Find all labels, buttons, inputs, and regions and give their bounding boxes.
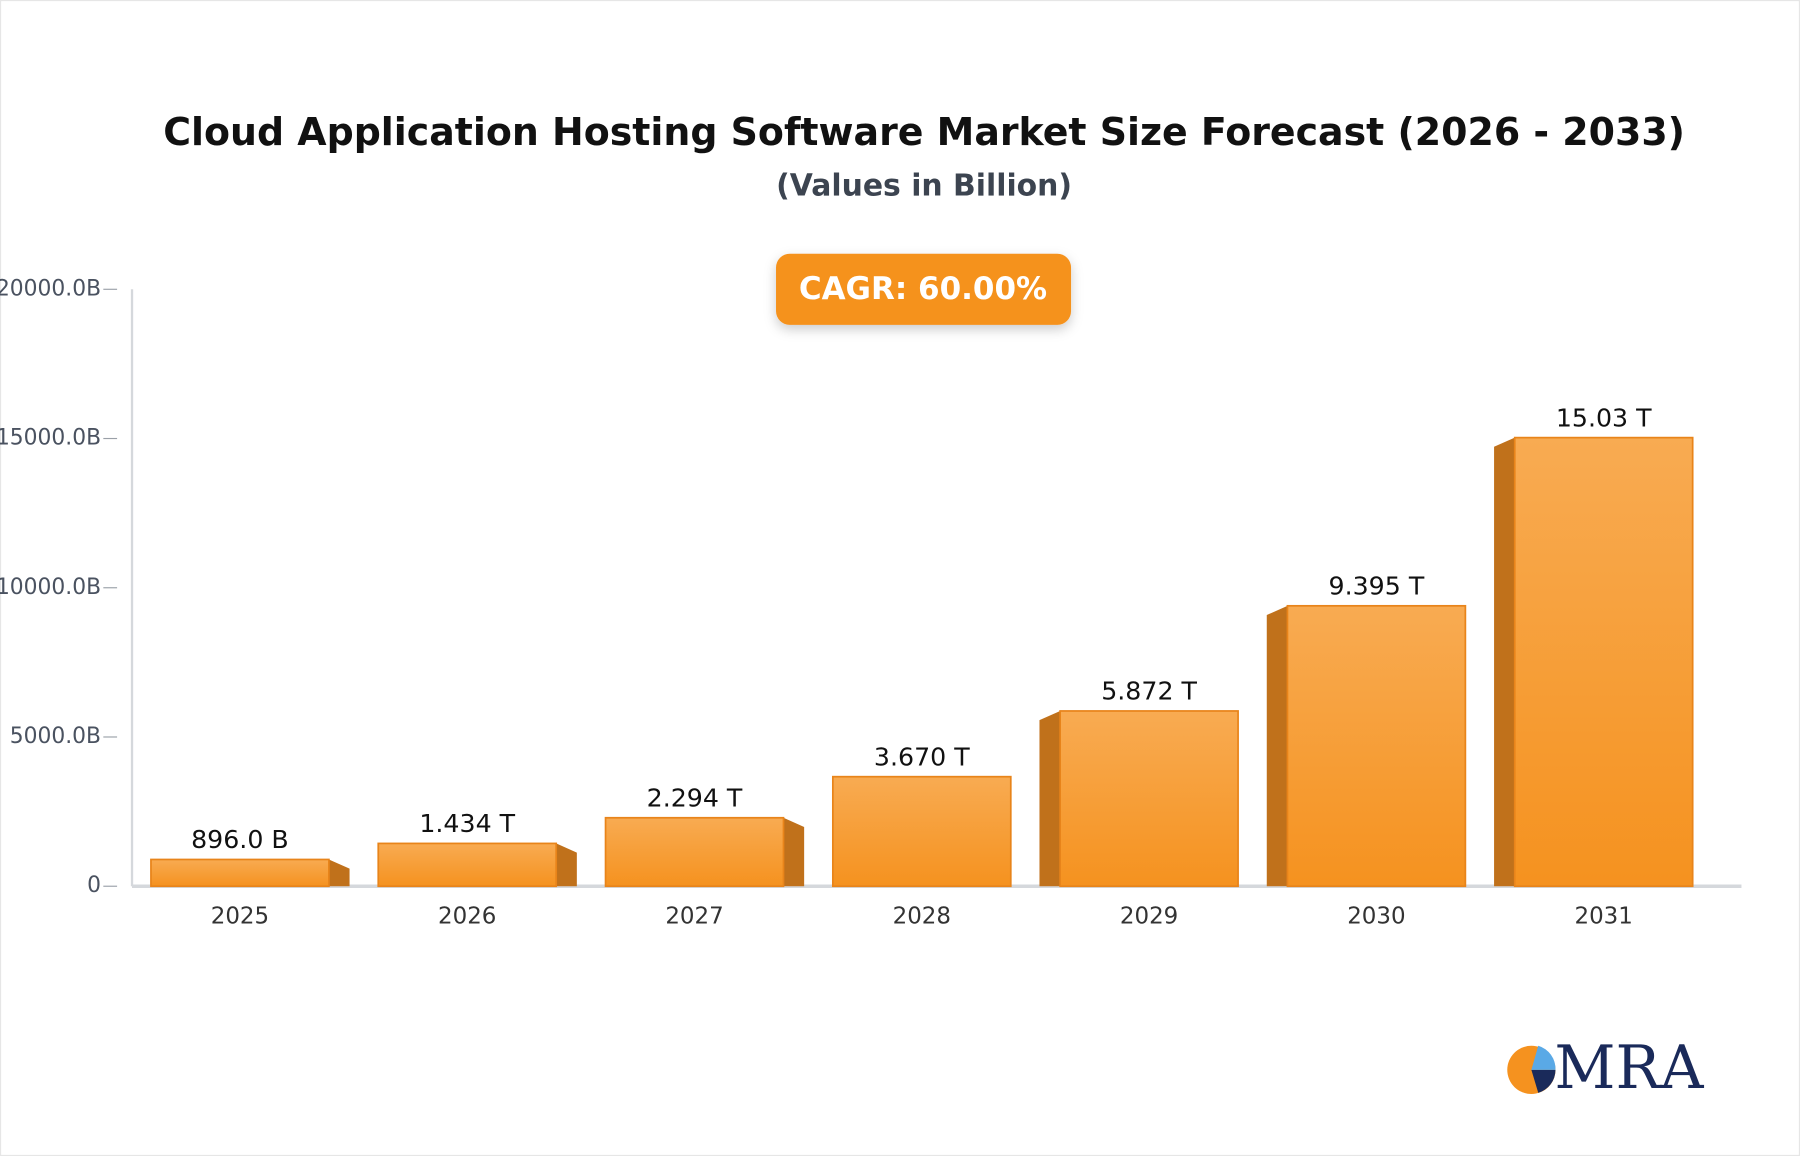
x-tick-label: 2027	[665, 904, 723, 930]
value-label: 2.294 T	[647, 783, 743, 812]
cagr-label: CAGR: 60.00%	[799, 271, 1047, 307]
bar	[150, 858, 330, 888]
cagr-badge	[776, 253, 1072, 325]
value-label: 9.395 T	[1329, 571, 1425, 600]
bar-side	[328, 859, 350, 887]
chart-title: Cloud Application Hosting Software Marke…	[163, 110, 1685, 154]
value-label: 5.872 T	[1101, 677, 1197, 706]
y-tick-label: 20000.0B	[0, 276, 101, 301]
bar	[377, 842, 558, 888]
bar	[1513, 436, 1694, 888]
bar-side	[1494, 437, 1515, 887]
bar	[831, 775, 1012, 888]
bar-side	[1039, 710, 1061, 887]
bar-side	[556, 843, 577, 887]
bar	[604, 816, 785, 888]
y-tick-label: 0	[87, 873, 101, 898]
x-tick-label: 2031	[1575, 904, 1633, 930]
logo-icon-slice	[1531, 1069, 1556, 1093]
chart-subtitle: (Values in Billion)	[776, 169, 1072, 204]
value-label: 15.03 T	[1556, 403, 1652, 432]
y-tick-label: 15000.0B	[0, 426, 101, 451]
logo: MRA	[1507, 1034, 1704, 1103]
x-tick-label: 2030	[1347, 904, 1405, 930]
logo-text: MRA	[1554, 1034, 1704, 1103]
bar-side	[783, 817, 805, 887]
y-tick-label: 5000.0B	[10, 724, 101, 749]
value-label: 896.0 B	[191, 825, 289, 854]
bar	[1059, 710, 1239, 888]
value-label: 1.434 T	[419, 809, 515, 838]
bar	[1286, 604, 1467, 888]
x-tick-label: 2028	[893, 904, 951, 930]
value-label: 3.670 T	[874, 742, 970, 771]
x-tick-label: 2025	[211, 904, 269, 930]
x-tick-label: 2029	[1120, 904, 1178, 930]
x-tick-label: 2026	[438, 904, 496, 930]
y-tick-label: 10000.0B	[0, 575, 101, 600]
logo-icon-slice	[1531, 1045, 1556, 1070]
bar-side	[1266, 605, 1288, 887]
